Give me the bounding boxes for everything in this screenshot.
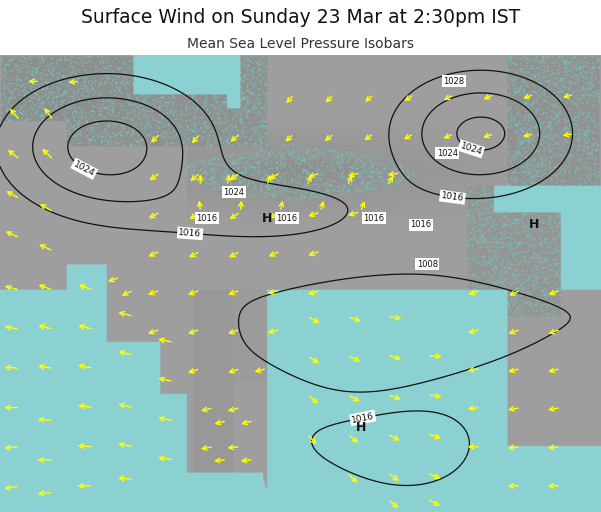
Text: 1024: 1024	[459, 141, 483, 157]
Text: 1016: 1016	[410, 221, 432, 229]
Text: 1024: 1024	[72, 159, 97, 178]
Text: 1016: 1016	[364, 214, 385, 223]
Text: 1016: 1016	[350, 411, 375, 424]
Text: H: H	[409, 219, 419, 231]
Text: 1016: 1016	[197, 214, 218, 223]
Text: H: H	[262, 212, 272, 225]
Text: Mean Sea Level Pressure Isobars: Mean Sea Level Pressure Isobars	[187, 37, 414, 51]
Text: 1008: 1008	[417, 260, 438, 269]
Text: 1028: 1028	[444, 77, 465, 86]
Text: H: H	[355, 421, 366, 434]
Text: Surface Wind on Sunday 23 Mar at 2:30pm IST: Surface Wind on Sunday 23 Mar at 2:30pm …	[81, 8, 520, 27]
Text: 1024: 1024	[437, 148, 458, 158]
Text: H: H	[529, 219, 540, 231]
Text: 1016: 1016	[276, 214, 297, 223]
Text: 1016: 1016	[441, 191, 465, 203]
Text: 1024: 1024	[223, 188, 244, 197]
Text: 1016: 1016	[178, 228, 202, 239]
